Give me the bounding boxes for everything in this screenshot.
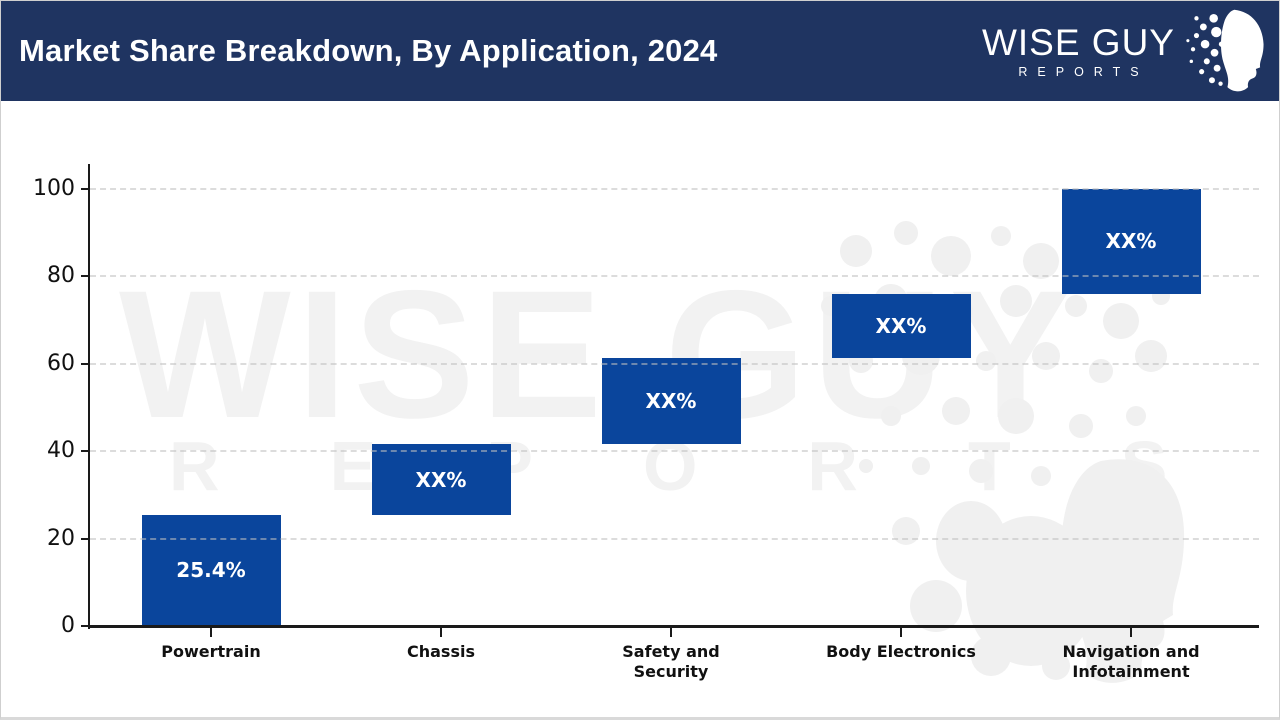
- y-axis-tick-label: 60: [47, 350, 75, 376]
- brand-logo-face-icon: [1186, 9, 1264, 92]
- y-axis-tick-label: 0: [61, 613, 75, 638]
- y-axis-tick-mark: [81, 537, 90, 540]
- x-axis-category-line: Infotainment: [1072, 662, 1190, 681]
- x-axis-tick-mark: [1130, 628, 1132, 637]
- x-axis-category-label: Body Electronics: [786, 642, 1016, 662]
- y-axis-tick-mark: [81, 188, 90, 190]
- bar-value-label: XX%: [645, 389, 697, 414]
- x-axis-category-label: Powertrain: [96, 642, 326, 662]
- brand-logo: WISE GUY REPORTS: [982, 1, 1267, 101]
- brand-logo-name: WISE GUY: [981, 21, 1175, 63]
- y-axis-tick-mark: [81, 625, 90, 627]
- x-axis-tick-mark: [210, 628, 212, 637]
- x-axis-line: [88, 625, 1259, 628]
- x-axis-category-line: Chassis: [407, 642, 475, 661]
- x-axis-tick-mark: [900, 628, 902, 637]
- y-axis-tick-mark: [81, 362, 90, 365]
- x-axis-category-label: Navigation and Infotainment: [1016, 642, 1246, 682]
- gridline: [90, 450, 1259, 453]
- x-axis-category-line: Safety and: [622, 642, 720, 661]
- x-axis-category-line: Security: [633, 662, 709, 681]
- x-axis-category-line: Navigation and: [1062, 642, 1200, 661]
- waterfall-bar: XX%: [371, 444, 511, 515]
- chart-title: Market Share Breakdown, By Application, …: [19, 33, 718, 68]
- y-axis-tick-label: 100: [33, 176, 75, 201]
- y-axis-tick-mark: [81, 275, 90, 278]
- waterfall-bar: 25.4%: [141, 515, 281, 626]
- waterfall-bar: XX%: [1061, 189, 1201, 294]
- x-axis-tick-mark: [670, 628, 672, 637]
- gridline: [90, 188, 1259, 190]
- gridline: [90, 275, 1259, 278]
- x-axis-category-line: Powertrain: [161, 642, 261, 661]
- bar-value-label: XX%: [415, 467, 467, 492]
- gridline: [90, 362, 1259, 365]
- x-axis-category-label: Safety and Security: [556, 642, 786, 682]
- waterfall-bar: XX%: [831, 293, 971, 359]
- bar-value-label: XX%: [1105, 229, 1157, 254]
- y-axis-tick-label: 80: [47, 263, 75, 289]
- x-axis-tick-mark: [440, 628, 442, 637]
- y-axis-line: [88, 164, 90, 629]
- brand-logo-subname: REPORTS: [1018, 64, 1149, 79]
- header-bar: Market Share Breakdown, By Application, …: [1, 1, 1279, 101]
- y-axis-tick-label: 20: [47, 525, 75, 551]
- x-axis-category-line: Body Electronics: [826, 642, 976, 661]
- gridline: [90, 537, 1259, 540]
- brand-logo-text: WISE GUY REPORTS: [982, 24, 1175, 79]
- x-axis-category-label: Chassis: [326, 642, 556, 662]
- bar-value-label: XX%: [875, 313, 927, 338]
- bar-value-label: 25.4%: [176, 558, 246, 583]
- waterfall-bar: XX%: [601, 358, 741, 445]
- y-axis-tick-label: 40: [47, 438, 75, 464]
- y-axis-tick-mark: [81, 450, 90, 453]
